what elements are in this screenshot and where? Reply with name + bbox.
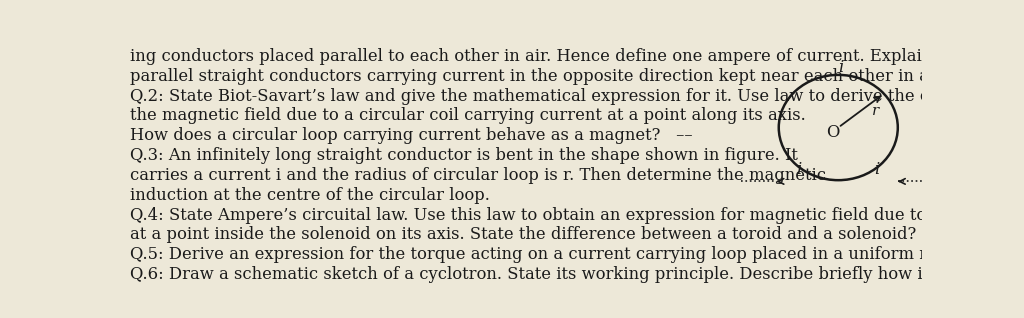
Text: i: i xyxy=(838,59,844,76)
Text: O: O xyxy=(826,124,840,141)
Text: Q.4: State Ampere’s circuital law. Use this law to obtain an expression for magn: Q.4: State Ampere’s circuital law. Use t… xyxy=(130,207,1024,224)
Text: Q.2: State Biot-Savart’s law and give the mathematical expression for it. Use la: Q.2: State Biot-Savart’s law and give th… xyxy=(130,88,1024,105)
Text: i: i xyxy=(874,161,880,178)
Text: at a point inside the solenoid on its axis. State the difference between a toroi: at a point inside the solenoid on its ax… xyxy=(130,226,915,244)
Text: carries a current i and the radius of circular loop is r. Then determine the mag: carries a current i and the radius of ci… xyxy=(130,167,825,184)
Text: Q.5: Derive an expression for the torque acting on a current carrying loop place: Q.5: Derive an expression for the torque… xyxy=(130,246,1024,263)
Text: induction at the centre of the circular loop.: induction at the centre of the circular … xyxy=(130,187,489,204)
Text: i: i xyxy=(796,161,801,178)
Text: parallel straight conductors carrying current in the opposite direction kept nea: parallel straight conductors carrying cu… xyxy=(130,68,998,85)
Text: r: r xyxy=(871,104,879,118)
Text: ing conductors placed parallel to each other in air. Hence define one ampere of : ing conductors placed parallel to each o… xyxy=(130,48,1007,65)
Text: Q.6: Draw a schematic sketch of a cyclotron. State its working principle. Descri: Q.6: Draw a schematic sketch of a cyclot… xyxy=(130,266,992,283)
Text: Q.3: An infinitely long straight conductor is bent in the shape shown in figure.: Q.3: An infinitely long straight conduct… xyxy=(130,147,798,164)
Text: the magnetic field due to a circular coil carrying current at a point along its : the magnetic field due to a circular coi… xyxy=(130,107,805,124)
Text: How does a circular loop carrying current behave as a magnet?   ––: How does a circular loop carrying curren… xyxy=(130,127,692,144)
